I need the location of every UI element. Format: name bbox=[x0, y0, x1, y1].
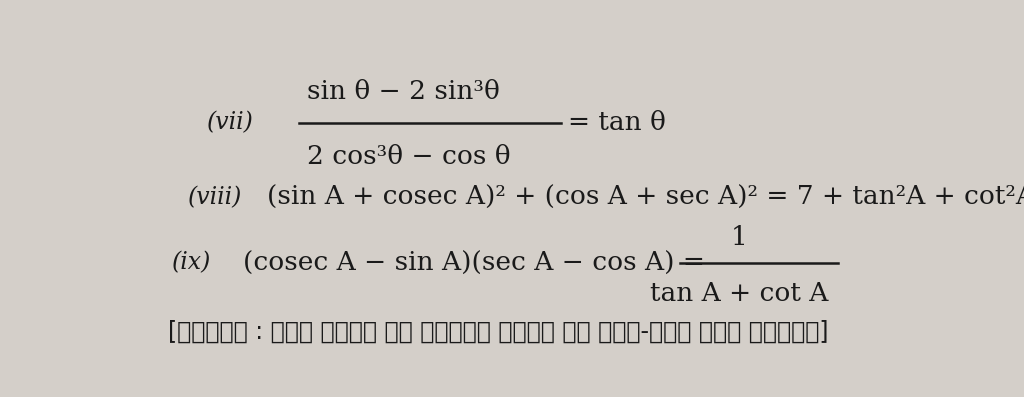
Text: (viii): (viii) bbox=[187, 186, 242, 209]
Text: [संकेत : वाम पक्ष और दाँया पक्ष को अलग-अलग सरल कीजिए]: [संकेत : वाम पक्ष और दाँया पक्ष को अलग-अ… bbox=[168, 320, 828, 344]
Text: tan A + cot A: tan A + cot A bbox=[650, 281, 828, 306]
Text: sin θ − 2 sin³θ: sin θ − 2 sin³θ bbox=[306, 79, 500, 104]
Text: = tan θ: = tan θ bbox=[568, 110, 667, 135]
Text: (ix): (ix) bbox=[172, 252, 211, 275]
Text: (sin A + cosec A)² + (cos A + sec A)² = 7 + tan²A + cot²A: (sin A + cosec A)² + (cos A + sec A)² = … bbox=[267, 185, 1024, 210]
Text: (vii): (vii) bbox=[207, 111, 254, 134]
Text: (cosec A − sin A)(sec A − cos A) =: (cosec A − sin A)(sec A − cos A) = bbox=[243, 251, 705, 276]
Text: 1: 1 bbox=[731, 225, 748, 250]
Text: 2 cos³θ − cos θ: 2 cos³θ − cos θ bbox=[306, 144, 510, 169]
